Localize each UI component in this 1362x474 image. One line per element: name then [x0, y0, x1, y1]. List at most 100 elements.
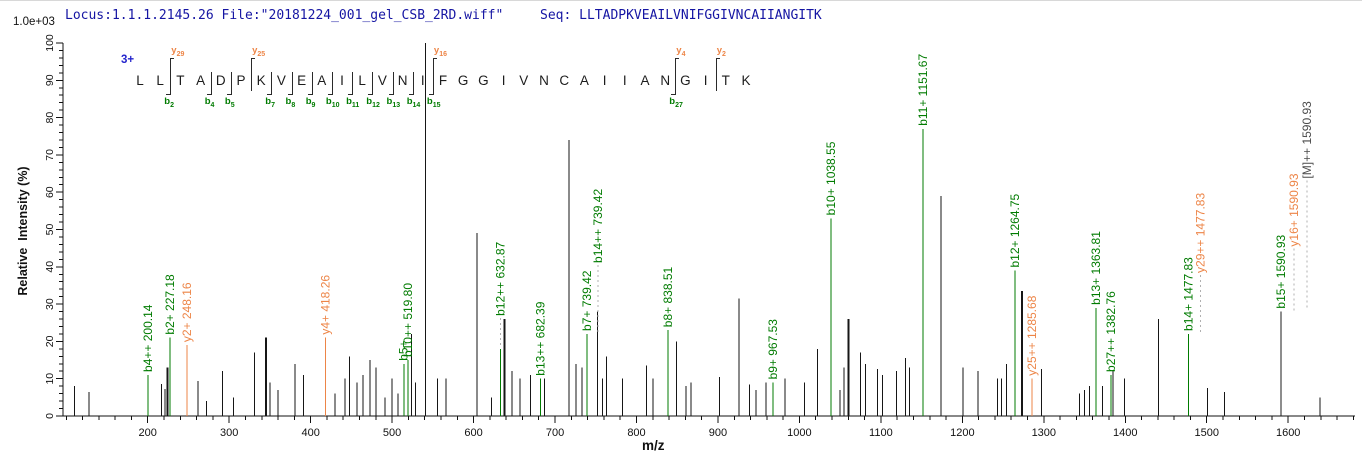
svg-text:1400: 1400: [1113, 427, 1137, 439]
sequence-letter: F: [438, 73, 448, 88]
svg-text:70: 70: [44, 149, 56, 161]
svg-text:800: 800: [627, 427, 645, 439]
b-ion-ladder-label: b9: [305, 96, 316, 109]
x-axis-title: m/z: [642, 438, 665, 453]
sequence-letter: G: [457, 73, 469, 88]
b-ion-ladder-label: b13: [386, 96, 401, 109]
sequence-letter: I: [622, 73, 627, 88]
sequence-letter: A: [317, 73, 327, 88]
peak-label-y4p: y4+ 418.26: [319, 275, 333, 335]
b-ion-ladder-label: b12: [366, 96, 380, 109]
svg-text:1300: 1300: [1032, 427, 1056, 439]
b-ion-ladder-label: b7: [265, 96, 276, 109]
sequence-letter: E: [297, 73, 307, 88]
y-ion-ladder-label: y2: [716, 45, 726, 58]
peak-label-b27pp: b27++ 1382.76: [1104, 291, 1118, 372]
sequence-letter: V: [276, 73, 286, 88]
y-axis-tick-labels: 0 10 20 30 40 50 60 70 80 90 100: [44, 34, 56, 419]
peak-label-y2p: y2+ 248.16: [180, 282, 194, 342]
sequence-letter: A: [196, 73, 206, 88]
x-axis-ticks: [65, 416, 1354, 423]
peak-label-b2p: b2+ 227.18: [163, 274, 177, 335]
svg-text:900: 900: [709, 427, 727, 439]
peak-label-b14p: b14+ 1477.83: [1182, 257, 1196, 331]
sequence-letter: N: [539, 73, 549, 88]
sequence-letter: T: [176, 73, 185, 88]
svg-text:300: 300: [220, 427, 238, 439]
sequence-letter: I: [340, 73, 344, 88]
peak-ion-labels: b4++ 200.14 b2+ 227.18 y2+ 248.16 y4+ 418.2…: [141, 54, 1314, 380]
svg-text:20: 20: [44, 335, 56, 347]
sequence-letter: G: [478, 73, 489, 88]
svg-text:40: 40: [44, 261, 56, 273]
intensity-scale-note: 1.0e+03: [13, 16, 55, 28]
y-ion-ladder-label: y4: [676, 45, 686, 58]
svg-text:600: 600: [464, 427, 482, 439]
header-locus-file: Locus:1.1.1.2145.26 File:"20181224_001_g…: [65, 8, 504, 23]
peak-label-b15p: b15+ 1590.93: [1274, 234, 1288, 308]
annotated-peaks: [147, 128, 1308, 416]
peak-label-b11p: b11+ 1151.67: [916, 54, 930, 126]
svg-text:60: 60: [44, 186, 56, 198]
y-axis-ticks: [56, 42, 63, 417]
b-ion-ladder-label: b2: [164, 96, 175, 109]
peak-label-b12p: b12+ 1264.75: [1008, 193, 1022, 267]
background-peaks: [73, 43, 1321, 416]
sequence-letter: A: [579, 73, 589, 88]
sequence-letter: T: [721, 73, 730, 88]
peak-label-b13pp: b13++ 682.39: [534, 301, 548, 375]
svg-text:1000: 1000: [787, 427, 811, 439]
peak-label-b4pp: b4++ 200.14: [141, 304, 155, 372]
sequence-letter: L: [156, 73, 164, 88]
svg-text:400: 400: [301, 427, 319, 439]
svg-text:500: 500: [383, 427, 401, 439]
svg-text:700: 700: [546, 427, 564, 439]
b-ion-ladder-label: b4: [204, 96, 215, 109]
svg-text:1100: 1100: [869, 427, 893, 439]
sequence-letter: C: [559, 73, 570, 88]
y-ion-ladder-label: y16: [433, 45, 447, 58]
peak-label-y29pp: y29++ 1477.83: [1194, 193, 1208, 273]
peak-label-b10p: b10+ 1038.55: [824, 141, 838, 215]
sequence-letter: N: [397, 73, 408, 88]
b-ion-ladder-label: b5: [224, 96, 235, 109]
svg-text:0: 0: [44, 413, 56, 419]
sequence-letter: V: [377, 73, 387, 88]
sequence-letter: G: [680, 73, 691, 88]
svg-text:30: 30: [44, 298, 56, 310]
svg-text:1200: 1200: [950, 427, 974, 439]
peak-label-y16p: y16+ 1590.93: [1287, 173, 1301, 246]
svg-text:10: 10: [44, 373, 56, 385]
peak-label-b13p: b13+ 1363.81: [1089, 231, 1103, 305]
b-ion-ladder-label: b10: [325, 96, 340, 109]
svg-text:80: 80: [44, 112, 56, 124]
sequence-letter: L: [136, 73, 144, 88]
svg-text:90: 90: [44, 74, 56, 86]
sequence-letter: A: [640, 73, 650, 88]
sequence-letter: P: [236, 73, 246, 88]
sequence-letter: K: [256, 73, 266, 88]
sequence-letter: I: [602, 73, 607, 88]
peak-label-b10pp: b10++ 519.80: [401, 283, 415, 357]
y-ion-ladder-label: y29: [171, 45, 185, 58]
b-ion-ladder-label: b8: [285, 96, 296, 109]
b-ion-ladder-label: b15: [426, 96, 441, 109]
peak-label-b14pp: b14++ 739.42: [591, 189, 605, 263]
sequence-letter: N: [660, 73, 671, 88]
svg-text:1600: 1600: [1276, 427, 1300, 439]
sequence-letter: V: [519, 73, 529, 88]
b-ion-ladder-label: b14: [406, 96, 421, 109]
precursor-charge-label: 3+: [121, 54, 135, 66]
header-sequence: Seq: LLTADPKVEAILVNIFGGIVNCAIIANGITK: [540, 8, 822, 23]
svg-text:50: 50: [44, 224, 56, 236]
peak-label-b12pp: b12++ 632.87: [493, 241, 507, 315]
peak-label-b8p: b8+ 838.51: [661, 266, 675, 327]
sequence-letter: I: [501, 73, 506, 88]
sequence-letter: I: [703, 73, 708, 88]
sequence-letter: D: [215, 73, 226, 88]
sequence-letter: K: [741, 73, 751, 88]
b-ion-ladder-label: b27: [669, 96, 683, 109]
